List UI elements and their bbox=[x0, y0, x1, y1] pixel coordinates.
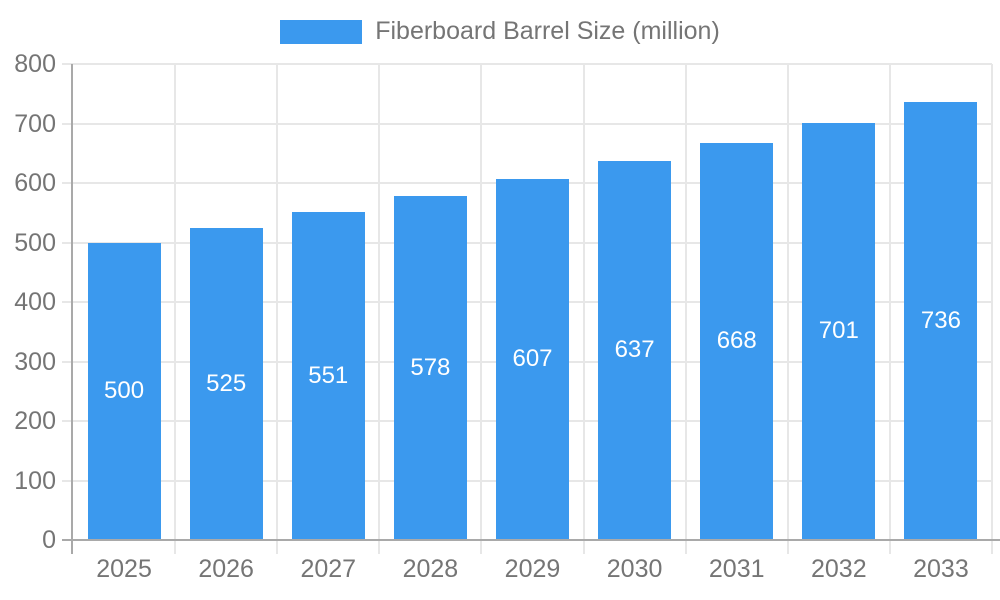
y-axis-tick-label: 300 bbox=[14, 347, 56, 376]
legend[interactable]: Fiberboard Barrel Size (million) bbox=[0, 17, 1000, 46]
y-axis-tick-label: 0 bbox=[42, 526, 56, 554]
bar: 525 bbox=[189, 227, 263, 540]
y-axis-tick-label: 800 bbox=[14, 50, 56, 78]
bar: 736 bbox=[904, 102, 978, 540]
bar-value-label: 525 bbox=[206, 369, 247, 397]
y-axis-tick-label: 200 bbox=[14, 407, 56, 435]
bar: 701 bbox=[802, 122, 876, 540]
x-gridline bbox=[174, 64, 177, 554]
bar-value-label: 668 bbox=[716, 327, 757, 355]
x-axis-tick-label: 2025 bbox=[96, 555, 152, 583]
x-axis-tick-label: 2028 bbox=[402, 555, 459, 583]
bar-value-label: 607 bbox=[512, 345, 553, 373]
bar-value-label: 736 bbox=[920, 307, 961, 335]
x-axis-tick-label: 2027 bbox=[300, 555, 357, 583]
x-gridline bbox=[276, 64, 279, 554]
y-gridline bbox=[62, 122, 992, 125]
bar: 500 bbox=[87, 242, 161, 540]
bar-value-label: 578 bbox=[410, 354, 451, 382]
bar: 668 bbox=[700, 142, 774, 540]
x-gridline bbox=[991, 64, 993, 554]
bar: 578 bbox=[393, 196, 467, 540]
x-gridline bbox=[684, 64, 687, 554]
x-axis-tick-label: 2029 bbox=[504, 555, 561, 583]
x-axis-tick-label: 2032 bbox=[811, 555, 867, 583]
x-gridline bbox=[582, 64, 585, 554]
y-axis-tick-label: 400 bbox=[14, 288, 56, 316]
x-gridline bbox=[480, 64, 483, 554]
bar: 551 bbox=[291, 212, 365, 540]
bar-value-label: 701 bbox=[818, 317, 859, 345]
x-axis-tick-label: 2031 bbox=[708, 555, 765, 583]
x-gridline bbox=[786, 64, 789, 554]
x-gridline bbox=[378, 64, 381, 554]
x-axis-line bbox=[62, 539, 1000, 541]
x-gridline bbox=[888, 64, 891, 554]
x-axis-tick-label: 2033 bbox=[913, 555, 969, 583]
x-axis-tick-label: 2030 bbox=[606, 555, 663, 583]
bar: 637 bbox=[598, 160, 672, 540]
y-axis-tick-label: 700 bbox=[14, 109, 56, 138]
y-axis-tick-label: 600 bbox=[14, 169, 56, 197]
legend-swatch bbox=[280, 19, 363, 44]
legend-label: Fiberboard Barrel Size (million) bbox=[375, 17, 720, 45]
y-axis-tick-label: 100 bbox=[14, 466, 56, 495]
bar: 607 bbox=[496, 178, 569, 540]
bar-value-label: 637 bbox=[614, 336, 655, 364]
y-gridline bbox=[62, 63, 992, 65]
bar-value-label: 551 bbox=[308, 362, 349, 390]
bar-value-label: 500 bbox=[104, 377, 145, 405]
y-axis-line bbox=[71, 64, 73, 554]
y-axis-tick-label: 500 bbox=[14, 228, 56, 257]
x-axis-tick-label: 2026 bbox=[198, 555, 254, 583]
